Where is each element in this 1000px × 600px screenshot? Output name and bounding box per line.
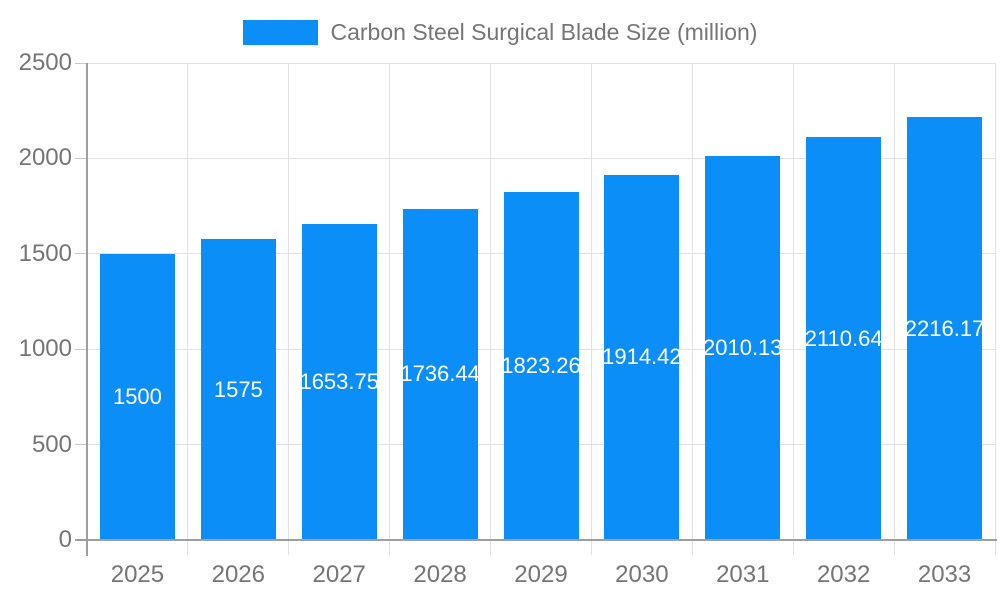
bar-value-label: 1736.44: [402, 361, 478, 387]
bar[interactable]: 2110.64: [806, 137, 882, 540]
y-axis-tick: [75, 444, 87, 446]
bar[interactable]: 1914.42: [604, 174, 680, 540]
x-axis-label: 2031: [716, 561, 770, 588]
bar-value-label: 2010.13: [705, 335, 781, 361]
x-axis-label: 2033: [917, 561, 972, 588]
y-axis-tick: [75, 62, 87, 64]
x-axis-label: 2028: [413, 561, 467, 588]
y-axis-tick-label: 2500: [18, 49, 72, 76]
bar[interactable]: 1823.26: [503, 192, 579, 540]
x-axis-line: [75, 539, 997, 541]
bar-value-label: 2110.64: [806, 325, 882, 351]
y-axis-tick-label: 500: [31, 430, 72, 458]
horizontal-gridline: [87, 62, 995, 64]
vertical-gridline: [792, 63, 794, 540]
legend-label: Carbon Steel Surgical Blade Size (millio…: [330, 19, 758, 45]
x-axis-tick: [389, 540, 391, 555]
y-axis-tick-label: 0: [58, 526, 72, 553]
y-axis-tick-label: 1000: [18, 335, 72, 363]
x-axis-tick: [490, 540, 492, 555]
x-axis-tick: [792, 540, 794, 555]
bar[interactable]: 1575: [200, 239, 276, 540]
y-axis-tick-label: 2000: [18, 144, 72, 172]
bar-value-label: 1823.26: [503, 353, 579, 379]
bar[interactable]: 2010.13: [705, 156, 781, 540]
vertical-gridline: [187, 63, 189, 540]
x-axis-tick: [590, 540, 592, 555]
bar[interactable]: 1736.44: [402, 208, 478, 540]
x-axis-tick: [691, 540, 693, 555]
y-axis-tick: [75, 348, 87, 350]
y-axis-tick: [75, 157, 87, 159]
vertical-gridline: [389, 63, 391, 540]
x-axis-label: 2029: [514, 561, 568, 588]
legend-swatch: [242, 20, 318, 45]
vertical-gridline: [490, 63, 492, 540]
y-axis-tick-label: 1500: [18, 239, 72, 267]
bar[interactable]: 1653.75: [301, 224, 377, 540]
x-axis-tick: [288, 540, 290, 555]
vertical-gridline: [288, 63, 290, 540]
x-axis-label: 2030: [615, 561, 669, 588]
bar[interactable]: 1500: [99, 253, 175, 540]
x-axis-tick: [994, 540, 996, 555]
bar-value-label: 1653.75: [301, 369, 377, 395]
bar-value-label: 2216.17: [907, 315, 983, 341]
y-axis-tick: [75, 253, 87, 255]
vertical-gridline: [590, 63, 592, 540]
bar-value-label: 1575: [213, 376, 263, 402]
vertical-gridline: [994, 63, 996, 540]
bar-value-label: 1500: [112, 383, 162, 409]
legend[interactable]: Carbon Steel Surgical Blade Size (millio…: [0, 19, 1000, 46]
horizontal-gridline: [87, 157, 995, 159]
bar-value-label: 1914.42: [604, 344, 680, 370]
vertical-gridline: [691, 63, 693, 540]
x-axis-label: 2027: [312, 561, 366, 588]
x-axis-tick: [893, 540, 895, 555]
x-axis-label: 2025: [110, 561, 165, 588]
x-axis-label: 2032: [816, 561, 871, 588]
vertical-gridline: [893, 63, 895, 540]
y-axis-line: [86, 63, 88, 556]
x-axis-label: 2026: [211, 561, 265, 588]
x-axis-tick: [187, 540, 189, 555]
bar[interactable]: 2216.17: [907, 117, 983, 540]
